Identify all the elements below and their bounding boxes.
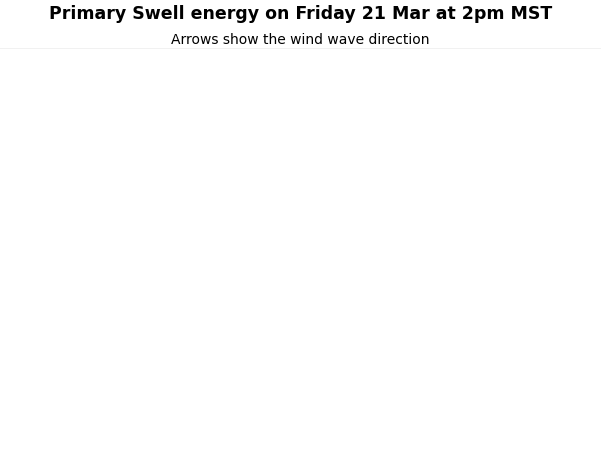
Text: Primary Swell energy on Friday 21 Mar at 2pm MST: Primary Swell energy on Friday 21 Mar at… — [49, 5, 552, 23]
Text: Arrows show the wind wave direction: Arrows show the wind wave direction — [171, 33, 430, 47]
Text: cartopy required: cartopy required — [243, 250, 358, 263]
